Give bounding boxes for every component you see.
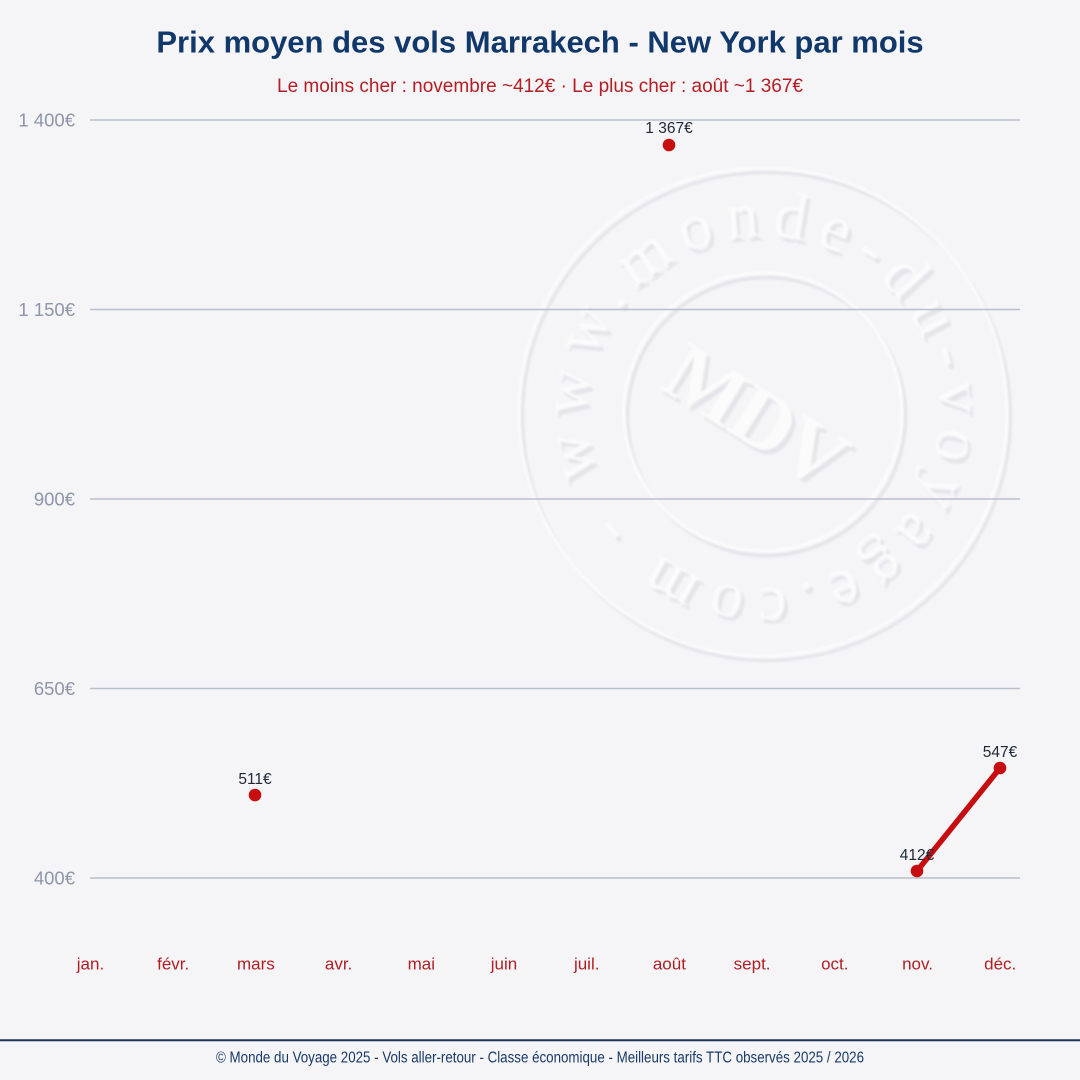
- svg-text:avr.: avr.: [325, 955, 352, 974]
- svg-text:déc.: déc.: [984, 955, 1016, 974]
- svg-text:511€: 511€: [238, 771, 272, 788]
- svg-text:juil.: juil.: [573, 955, 600, 974]
- svg-text:Le moins cher : novembre ~412€: Le moins cher : novembre ~412€ · Le plus…: [277, 76, 803, 97]
- svg-text:1 367€: 1 367€: [645, 120, 693, 137]
- svg-text:jan.: jan.: [76, 955, 104, 974]
- svg-text:1 150€: 1 150€: [18, 299, 75, 320]
- svg-text:mai: mai: [408, 955, 435, 974]
- svg-text:Prix moyen des vols Marrakech: Prix moyen des vols Marrakech - New York…: [156, 25, 923, 60]
- svg-text:412€: 412€: [900, 847, 935, 864]
- svg-text:juin: juin: [490, 955, 517, 974]
- svg-text:févr.: févr.: [157, 955, 189, 974]
- svg-text:650€: 650€: [34, 678, 76, 699]
- svg-text:547€: 547€: [983, 744, 1018, 761]
- svg-text:900€: 900€: [34, 489, 76, 510]
- svg-text:nov.: nov.: [902, 955, 933, 974]
- svg-text:1 400€: 1 400€: [18, 110, 75, 131]
- svg-text:© Monde du Voyage 2025 - Vols: © Monde du Voyage 2025 - Vols aller-reto…: [216, 1050, 864, 1067]
- svg-text:oct.: oct.: [821, 955, 848, 974]
- svg-text:400€: 400€: [34, 868, 76, 889]
- svg-text:sept.: sept.: [734, 955, 771, 974]
- svg-text:août: août: [653, 955, 686, 974]
- svg-text:mars: mars: [237, 955, 275, 974]
